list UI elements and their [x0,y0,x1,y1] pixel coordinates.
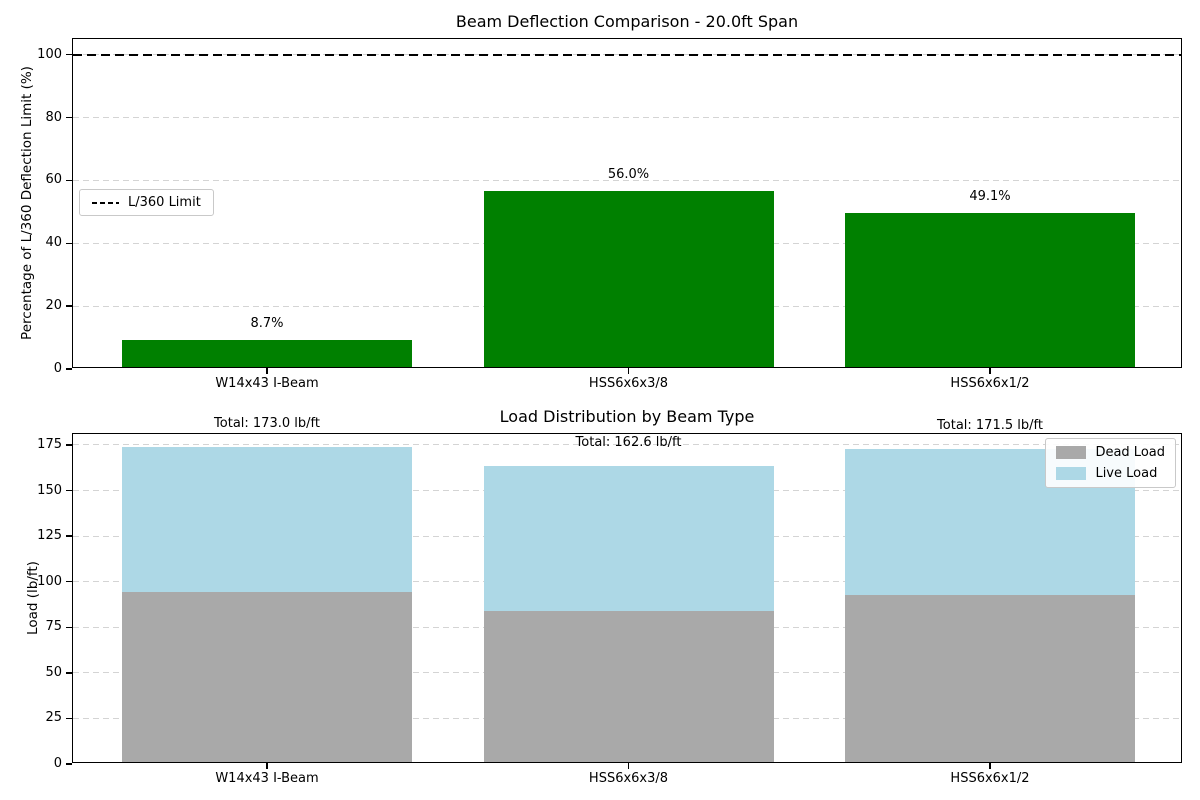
y-tick-label: 0 [53,756,62,771]
y-tick-label: 60 [45,172,62,188]
deflection-chart-legend: L/360 Limit [79,189,214,216]
legend-item: L/360 Limit [92,195,201,210]
y-tick-mark [66,763,72,765]
y-tick-mark [66,53,72,56]
x-tick-label: W14x43 I-Beam [215,771,319,786]
bar-value-label: 56.0% [607,167,650,182]
legend-item: Dead Load [1056,445,1165,460]
dashed-line-swatch-icon [92,201,119,204]
y-tick-label: 50 [45,664,62,680]
bar-segment-live-load [122,446,412,593]
x-tick-label: HSS6x6x1/2 [950,771,1030,786]
y-tick-mark [66,242,72,245]
y-tick-mark [66,179,72,182]
y-tick-mark [66,305,72,307]
y-tick-mark [66,717,72,720]
y-tick-mark [66,116,72,119]
x-tick-label: HSS6x6x3/8 [588,376,669,391]
y-tick-label: 75 [45,619,62,635]
color-swatch-icon [1056,467,1087,480]
y-tick-mark [66,580,72,583]
legend-item-label: Live Load [1095,466,1158,481]
y-tick-label: 25 [45,710,62,726]
bar-segment-live-load [483,465,774,612]
y-gridline [73,117,1181,119]
legend-item: Live Load [1056,466,1165,481]
bar-segment-value [122,339,412,367]
y-tick-label: 80 [45,109,62,125]
l360-limit-line [73,53,1181,56]
bar-segment-value [845,212,1135,367]
x-tick-mark [989,368,991,374]
x-tick-label: HSS6x6x1/2 [950,376,1030,391]
deflection-chart-plot-area: 0 20 40 60 80 100 W14x43 I-Beam 8.7% HSS6x6x3/8 5… [37,38,1182,391]
y-gridline [73,444,1181,446]
y-tick-label: 20 [45,298,62,314]
deflection-chart-ylabel: Percentage of L/360 Deflection Limit (%) [19,66,35,340]
color-swatch-icon [1056,446,1087,459]
x-tick-label: W14x43 I-Beam [215,376,319,391]
y-tick-mark [66,444,72,446]
bar-segment-dead-load [122,592,412,762]
bar-value-label: Total: 173.0 lb/ft [214,415,320,431]
bar-value-label: Total: 171.5 lb/ft [937,418,1043,434]
x-tick-mark [989,763,991,769]
bar-value-label: Total: 162.6 lb/ft [575,434,682,450]
bar-value-label: 8.7% [250,315,284,331]
load-chart-legend: Dead Load Live Load [1045,438,1176,488]
x-tick-mark [266,763,268,769]
deflection-chart-title: Beam Deflection Comparison - 20.0ft Span [455,12,799,31]
y-tick-mark [66,535,72,537]
legend-item-label: L/360 Limit [128,195,201,210]
bar-segment-dead-load [483,611,774,762]
y-tick-mark [66,489,72,492]
x-tick-mark [627,368,630,374]
y-tick-mark [66,368,72,370]
load-chart-plot-area: 0 25 50 75 100 125 150 175 W14x43 I-Beam Total: 1… [37,416,1182,786]
y-tick-label: 40 [45,235,62,251]
y-tick-label: 150 [37,482,62,498]
y-gridline [73,179,1181,181]
y-tick-label: 175 [37,436,62,452]
y-tick-label: 125 [37,528,62,544]
y-tick-label: 100 [37,573,62,589]
x-tick-mark [627,763,630,769]
bar-segment-dead-load [845,595,1135,762]
y-tick-mark [66,626,72,628]
x-tick-mark [266,368,268,374]
bar-value-label: 49.1% [969,188,1011,204]
load-chart-ylabel: Load (lb/ft) [25,561,41,635]
load-chart-title: Load Distribution by Beam Type [499,407,755,426]
x-tick-label: HSS6x6x3/8 [588,771,669,786]
y-tick-mark [66,672,72,674]
y-tick-label: 100 [37,46,62,62]
bar-segment-value [483,191,774,367]
legend-item-label: Dead Load [1095,445,1165,460]
y-tick-label: 0 [53,361,62,376]
